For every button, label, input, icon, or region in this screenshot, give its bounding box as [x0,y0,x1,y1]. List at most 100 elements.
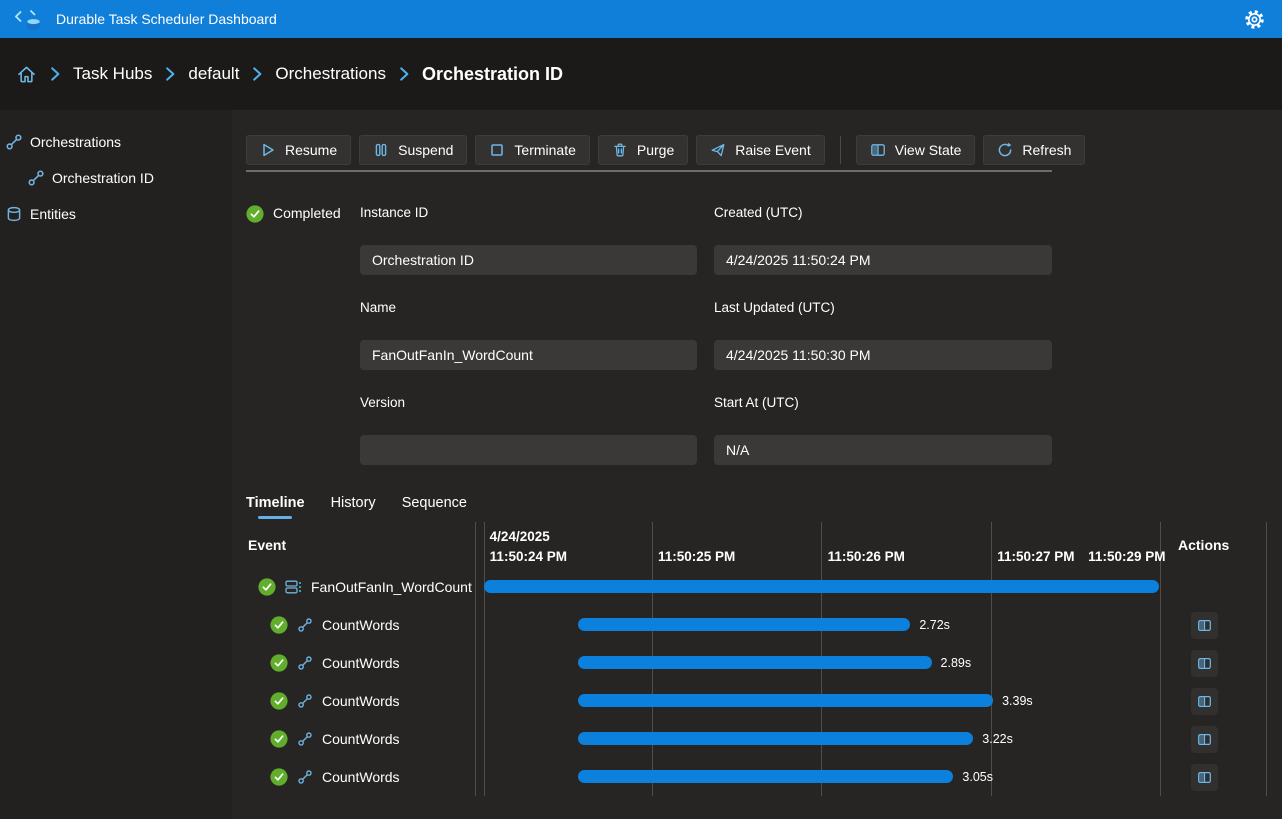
field-label: Instance ID [360,205,429,220]
link-icon [27,169,45,187]
check-circle-icon [270,616,288,634]
field-created: Created (UTC) 4/24/2025 11:50:24 PM [714,205,1052,275]
field-label: Start At (UTC) [714,395,799,410]
settings-gear-icon[interactable] [1242,7,1266,31]
stop-icon [489,142,505,158]
field-version: Version [360,395,697,465]
orchestration-toolbar: Resume Suspend Terminate Purge Raise Eve… [246,135,1282,165]
suspend-button[interactable]: Suspend [359,135,468,165]
last-updated-field[interactable]: 4/24/2025 11:50:30 PM [714,340,1052,370]
sidebar: Orchestrations Orchestration ID Entities [0,110,232,819]
chevron-right-icon [46,65,64,83]
axis-tick-label: 11:50:25 PM [657,549,736,564]
created-field[interactable]: 4/24/2025 11:50:24 PM [714,245,1052,275]
field-instance-id: Instance ID Orchestration ID [360,205,697,275]
raise-event-button[interactable]: Raise Event [696,135,825,165]
resume-button[interactable]: Resume [246,135,352,165]
purge-button[interactable]: Purge [597,135,689,165]
event-name: FanOutFanIn_WordCount [311,579,472,595]
tab-history[interactable]: History [330,495,376,511]
check-circle-icon [270,654,288,672]
view-state-icon [1197,618,1212,633]
app-title: Durable Task Scheduler Dashboard [56,11,277,27]
breadcrumb-task-hubs[interactable]: Task Hubs [73,64,153,83]
view-state-button[interactable]: View State [855,135,976,165]
tab-sequence[interactable]: Sequence [401,495,467,511]
duration-label: 2.89s [940,656,972,670]
event-column-header: Event [248,537,287,553]
gantt-bar-activity [577,732,974,745]
gantt-bar-activity [577,694,994,707]
duration-label: 3.39s [1002,694,1033,708]
main-content: Resume Suspend Terminate Purge Raise Eve… [232,110,1282,819]
event-name: CountWords [322,731,400,747]
field-label: Created (UTC) [714,205,803,220]
timeline-row-activity[interactable]: CountWords [246,644,475,682]
breadcrumb-orchestrations[interactable]: Orchestrations [275,64,386,83]
home-icon[interactable] [16,64,37,85]
row-view-state-button[interactable] [1191,725,1218,753]
timeline-row-activity[interactable]: CountWords [246,682,475,720]
timeline-row-activity[interactable]: CountWords [246,758,475,796]
timeline-row-orchestration[interactable]: FanOutFanIn_WordCount [246,568,475,606]
row-view-state-button[interactable] [1191,649,1218,677]
row-view-state-button[interactable] [1191,687,1218,715]
active-tab-underline [258,516,293,519]
instance-id-field[interactable]: Orchestration ID [360,245,697,275]
field-label: Version [360,395,406,410]
link-icon [297,769,313,785]
sidebar-item-entities[interactable]: Entities [0,196,232,232]
field-label: Last Updated (UTC) [714,300,835,315]
row-view-state-button[interactable] [1191,611,1218,639]
timeline-chart: 4/24/2025 11:50:24 PM 11:50:25 PM 11:50:… [475,522,1165,796]
field-last-updated: Last Updated (UTC) 4/24/2025 11:50:30 PM [714,300,1052,370]
tab-timeline[interactable]: Timeline [246,495,305,519]
chevron-right-icon [161,65,179,83]
timeline-event-column: Event FanOutFanIn_WordCount CountWords C… [246,522,475,796]
detail-tabs: Timeline History Sequence [246,495,1282,519]
orchestration-details: Completed Instance ID Orchestration ID C… [246,205,1282,465]
database-icon [5,205,23,223]
check-circle-icon [270,768,288,786]
actions-column-header: Actions [1178,537,1230,553]
check-circle-icon [246,205,264,223]
link-icon [297,655,313,671]
timeline-row-activity[interactable]: CountWords [246,606,475,644]
link-icon [297,693,313,709]
event-name: CountWords [322,617,400,633]
duration-label: 3.22s [982,732,1013,746]
timeline-row-activity[interactable]: CountWords [246,720,475,758]
app-header: Durable Task Scheduler Dashboard [0,0,1282,38]
sidebar-item-orchestrations[interactable]: Orchestrations [0,124,232,160]
start-at-field[interactable]: N/A [714,435,1052,465]
breadcrumb: Task Hubs default Orchestrations Orchest… [0,38,1282,110]
play-icon [260,142,276,158]
breadcrumb-default[interactable]: default [188,64,240,83]
toolbar-divider [839,136,841,164]
chevron-right-icon [395,65,413,83]
toolbar-rule [246,170,1052,172]
time-gridline [484,522,486,796]
sidebar-item-orchestration-id[interactable]: Orchestration ID [0,160,232,196]
sidebar-item-label: Orchestrations [30,134,122,150]
name-field[interactable]: FanOutFanIn_WordCount [360,340,697,370]
gantt-bar-activity [577,618,911,631]
duration-label: 3.05s [962,770,994,784]
axis-tick-label: 11:50:27 PM [997,549,1075,564]
check-circle-icon [270,692,288,710]
link-icon [297,617,313,633]
axis-tick-label: 11:50:24 PM [489,549,567,564]
field-name: Name FanOutFanIn_WordCount [360,300,697,370]
event-name: CountWords [322,693,400,709]
view-state-icon [1197,656,1212,671]
row-view-state-button[interactable] [1191,763,1218,791]
view-state-icon [870,142,886,158]
link-icon [297,731,313,747]
trash-icon [612,142,628,158]
time-gridline [991,522,993,796]
orchestration-icon [285,579,302,595]
version-field[interactable] [360,435,697,465]
refresh-button[interactable]: Refresh [983,135,1086,165]
check-circle-icon [270,730,288,748]
terminate-button[interactable]: Terminate [475,135,590,165]
